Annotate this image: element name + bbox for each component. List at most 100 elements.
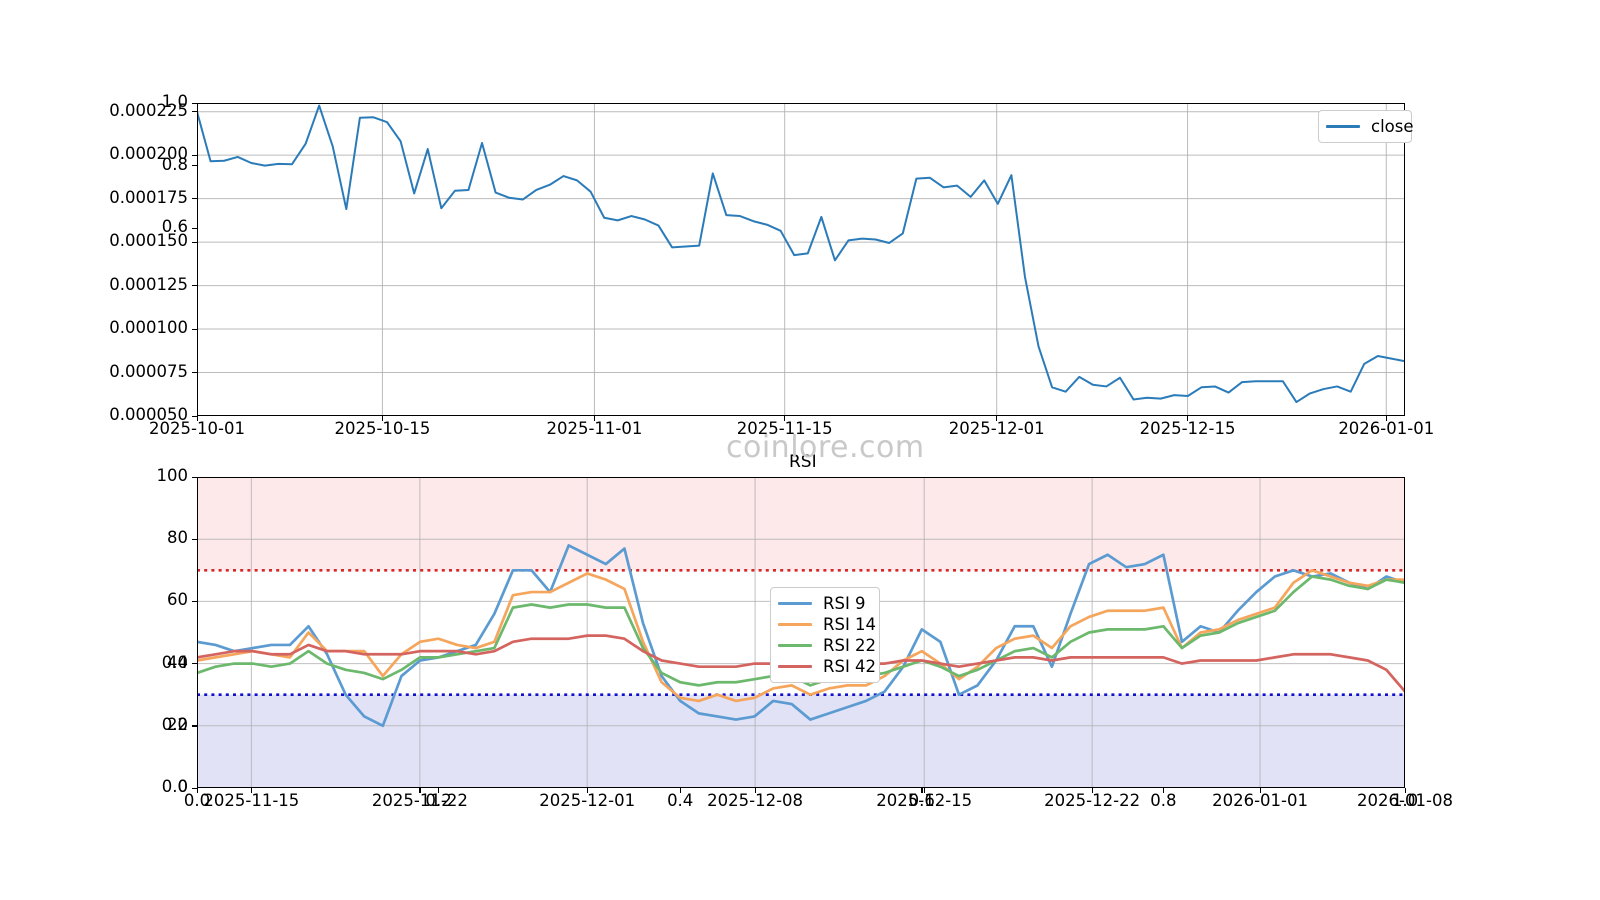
rsi-y-tick-20: 20: [167, 714, 188, 734]
rsi-x-overlay-tickmark-1.0: [1404, 788, 1406, 793]
rsi-legend-label: RSI 9: [823, 594, 866, 613]
rsi-legend: RSI 9 RSI 14 RSI 22 RSI 42: [770, 587, 880, 683]
price-legend: close: [1318, 110, 1414, 143]
rsi-x-overlay-tick-1.0: 1.0: [1391, 791, 1419, 810]
price-y-tick-5: 0.000175: [109, 187, 188, 207]
rsi-x-overlay-tick-0.6: 0.6: [908, 791, 935, 810]
rsi-legend-label: RSI 42: [823, 657, 877, 676]
legend-line-swatch-icon: [778, 664, 812, 669]
rsi-legend-item-rsi-22[interactable]: RSI 22: [778, 635, 876, 656]
price-x-tick-0: 2025-10-01: [149, 419, 245, 438]
rsi-x-tick-5: 2025-12-22: [1044, 791, 1141, 810]
rsi-y-overlay-tickmark-0.4: [192, 663, 197, 665]
rsi-x-overlay-tick-0.2: 0.2: [425, 791, 452, 810]
rsi-x-overlay-tickmark-0.0: [196, 788, 198, 793]
rsi-x-overlay-tickmark-0.4: [679, 788, 681, 793]
price-legend-item-close[interactable]: close: [1326, 116, 1414, 137]
rsi-y-tick-40: 40: [167, 652, 188, 672]
price-y-overlay-tickmark-0.8: [192, 165, 197, 167]
rsi-x-overlay-tickmark-0.8: [1162, 788, 1165, 793]
rsi-x-tick-6: 2026-01-01: [1212, 791, 1308, 810]
price-y-tick-1: 0.000075: [109, 361, 188, 381]
rsi-x-tick-1: 2025-11-22: [371, 791, 468, 810]
price-x-tickmark-6: [1385, 416, 1388, 421]
rsi-x-overlay-tickmark-0.2: [438, 788, 440, 793]
rsi-y-overlay-tick-0.0: 0.0: [161, 777, 188, 796]
price-line-svg: [197, 103, 1405, 416]
rsi-x-overlay-tick-0.8: 0.8: [1150, 791, 1177, 810]
rsi-y-tick-80: 80: [167, 528, 188, 548]
price-y-tick-3: 0.000125: [109, 274, 188, 294]
rsi-x-tickmark-1: [419, 788, 421, 793]
legend-line-swatch-icon: [778, 601, 812, 606]
price-y-tick-7: 0.000225: [109, 100, 188, 120]
price-y-tickmark-2: [192, 328, 197, 330]
price-x-tick-3: 2025-11-15: [736, 419, 833, 438]
price-y-overlay-tickmark-1.0: [192, 102, 197, 104]
price-y-tick-6: 0.000200: [109, 144, 188, 164]
rsi-legend-item-rsi-9[interactable]: RSI 9: [778, 593, 870, 614]
rsi-x-tickmark-6: [1259, 788, 1261, 793]
price-x-tickmark-1: [381, 416, 384, 421]
rsi-x-tick-0: 2025-11-15: [203, 791, 300, 810]
rsi-y-tickmark-80: [192, 538, 197, 540]
price-y-tick-2: 0.000100: [109, 318, 188, 338]
rsi-y-tickmark-100: [192, 476, 197, 478]
price-y-tickmark-4: [192, 241, 197, 243]
rsi-y-overlay-tickmark-0.0: [192, 787, 197, 789]
price-y-tickmark-3: [192, 285, 197, 287]
price-x-tickmark-4: [996, 416, 998, 421]
rsi-y-tick-60: 60: [167, 590, 188, 610]
rsi-x-tickmark-0: [250, 788, 253, 793]
rsi-y-tickmark-60: [192, 600, 197, 603]
price-y-tickmark-0: [192, 415, 197, 417]
rsi-x-overlay-tickmark-0.6: [921, 788, 923, 793]
rsi-legend-label: RSI 22: [823, 636, 877, 655]
rsi-y-overlay-tick-0.4: 0.4: [161, 652, 188, 672]
price-x-tick-1: 2025-10-15: [334, 419, 431, 438]
rsi-y-overlay-tick-0.2: 0.2: [161, 714, 188, 734]
rsi-legend-item-rsi-42[interactable]: RSI 42: [778, 656, 876, 677]
price-y-tickmark-7: [192, 111, 197, 113]
price-y-overlay-tick-1.0: 1.0: [161, 92, 188, 111]
rsi-x-tick-2: 2025-12-01: [539, 791, 636, 810]
rsi-x-tickmark-4: [923, 788, 925, 793]
legend-line-swatch-icon: [778, 622, 812, 627]
rsi-x-tick-3: 2025-12-08: [707, 791, 804, 810]
rsi-lines-svg: [197, 477, 1405, 788]
rsi-legend-item-rsi-14[interactable]: RSI 14: [778, 614, 876, 635]
price-x-tickmark-0: [196, 416, 198, 421]
price-x-tickmark-3: [784, 416, 786, 421]
price-chart-panel: 0.000050 0.000075 0.000100 0.000125 0.000150…: [109, 92, 1435, 438]
price-x-tick-5: 2025-12-15: [1139, 419, 1236, 438]
price-y-tickmark-5: [192, 198, 197, 200]
price-y-tick-0: 0.000050: [109, 405, 188, 424]
price-plot-area: [197, 103, 1405, 416]
price-x-tickmark-5: [1187, 416, 1189, 421]
price-legend-label: close: [1371, 117, 1414, 136]
rsi-y-overlay-tickmark-0.2: [192, 725, 197, 727]
legend-line-swatch-icon: [1326, 124, 1360, 129]
price-y-overlay-tick-0.6: 0.6: [161, 217, 188, 237]
rsi-x-tick-4: 2025-12-15: [876, 791, 973, 810]
rsi-y-tick-100: 100: [156, 466, 189, 485]
rsi-x-tickmark-5: [1091, 788, 1093, 793]
price-y-tickmark-6: [192, 154, 197, 156]
price-x-tick-6: 2026-01-01: [1338, 419, 1435, 438]
price-y-tickmark-1: [192, 372, 197, 374]
rsi-legend-label: RSI 14: [823, 615, 877, 634]
price-y-tick-4: 0.000150: [109, 231, 188, 251]
rsi-x-overlay-tick-0.4: 0.4: [667, 791, 694, 810]
rsi-panel-title: RSI: [789, 452, 817, 472]
rsi-x-tickmark-2: [586, 788, 588, 793]
price-x-tick-2: 2025-11-01: [546, 419, 643, 438]
price-x-tick-4: 2025-12-01: [948, 419, 1045, 438]
rsi-x-overlay-tick-0.0: 0.0: [183, 791, 211, 810]
rsi-x-tick-7: 2026-01-08: [1357, 791, 1453, 810]
price-y-overlay-tick-0.8: 0.8: [161, 154, 188, 174]
legend-line-swatch-icon: [778, 643, 812, 648]
price-x-tickmark-2: [593, 416, 596, 421]
coinlore-watermark: coinlore.com: [726, 430, 925, 465]
